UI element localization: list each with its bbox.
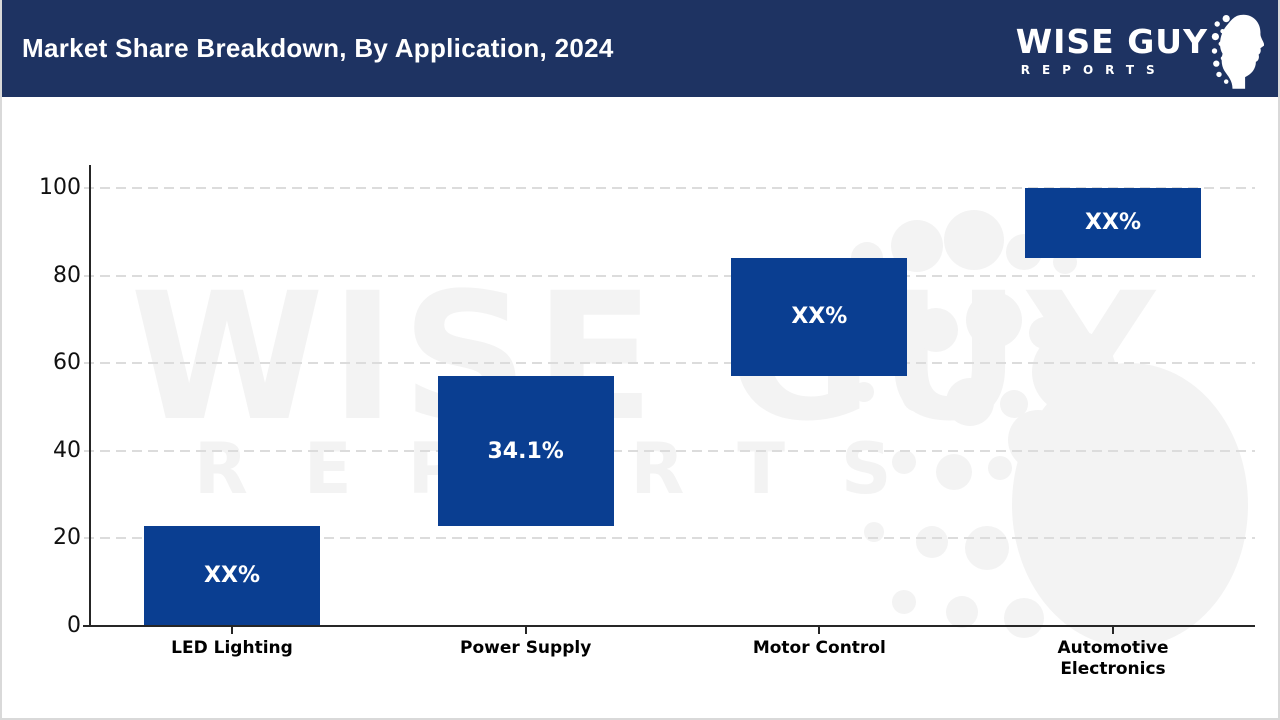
y-tick-label-20: 20 <box>53 525 81 551</box>
x-axis <box>83 625 1255 627</box>
x-category-label: Power Supply <box>460 638 592 658</box>
bar-automotive-electronics: XX% <box>1025 188 1201 258</box>
logo-name: WISE GUY <box>1015 22 1208 62</box>
bar-value-label: XX% <box>204 563 260 589</box>
y-tick-label-80: 80 <box>53 262 81 288</box>
gridline-100 <box>84 187 1255 189</box>
y-tick-label-40: 40 <box>53 437 81 463</box>
x-tick-mark <box>1112 627 1114 634</box>
gridline-20 <box>84 537 1255 540</box>
header-bar: Market Share Breakdown, By Application, … <box>2 0 1278 97</box>
bar-value-label: XX% <box>1085 210 1141 236</box>
logo-text: WISE GUY REPORTS <box>1016 25 1208 77</box>
bar-led-lighting: XX% <box>144 525 320 626</box>
bar-value-label: 34.1% <box>487 438 564 464</box>
page-title: Market Share Breakdown, By Application, … <box>22 33 614 63</box>
wiseguy-logo: WISE GUY REPORTS <box>1016 11 1264 91</box>
gridline-60 <box>84 362 1255 365</box>
bar-value-label: XX% <box>791 304 848 330</box>
gridline-40 <box>84 449 1255 452</box>
x-category-label: Motor Control <box>752 638 886 658</box>
x-category-label: LED Lighting <box>171 638 293 658</box>
y-tick-label-60: 60 <box>53 350 81 376</box>
x-tick-mark <box>231 627 233 634</box>
logo-head-icon <box>1211 14 1264 89</box>
x-tick-mark <box>818 627 821 634</box>
logo-sub: REPORTS <box>1020 62 1167 77</box>
watermark-wordmark: WISE GUY <box>130 255 1161 460</box>
gridline-80 <box>84 274 1255 277</box>
x-tick-mark <box>524 627 527 634</box>
y-tick-label-100: 100 <box>39 175 81 200</box>
y-axis <box>89 165 91 627</box>
bar-power-supply: 34.1% <box>437 376 614 526</box>
y-tick-label-0: 0 <box>67 613 81 638</box>
x-category-label: Automotive Electronics <box>1057 638 1169 679</box>
bar-motor-control: XX% <box>731 257 908 377</box>
